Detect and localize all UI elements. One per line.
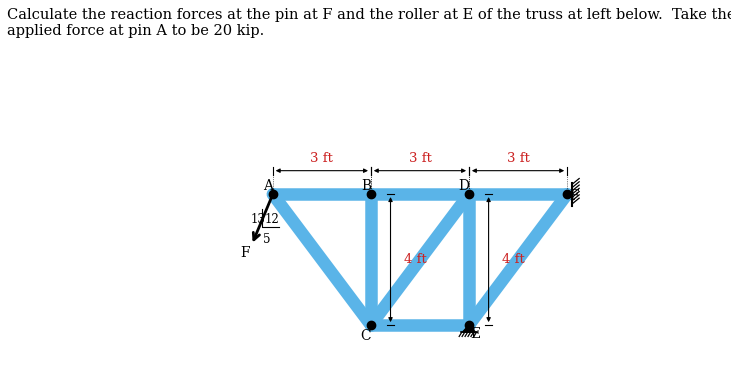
Text: 13: 13 (250, 213, 265, 226)
Text: 3 ft: 3 ft (311, 152, 333, 165)
Text: Calculate the reaction forces at the pin at F and the roller at E of the truss a: Calculate the reaction forces at the pin… (7, 8, 731, 38)
Text: A: A (263, 179, 273, 193)
Text: F: F (240, 246, 250, 260)
Text: D: D (458, 179, 469, 193)
Polygon shape (463, 325, 476, 332)
Text: 3 ft: 3 ft (409, 152, 431, 165)
Polygon shape (567, 191, 572, 197)
Text: 4 ft: 4 ft (404, 253, 426, 266)
Text: E: E (471, 327, 480, 341)
Text: B: B (361, 179, 371, 193)
Text: F: F (569, 189, 578, 203)
Text: 3 ft: 3 ft (507, 152, 529, 165)
Text: 12: 12 (265, 213, 279, 226)
Text: 4 ft: 4 ft (501, 253, 524, 266)
Text: C: C (360, 329, 371, 343)
Text: 5: 5 (263, 233, 270, 246)
